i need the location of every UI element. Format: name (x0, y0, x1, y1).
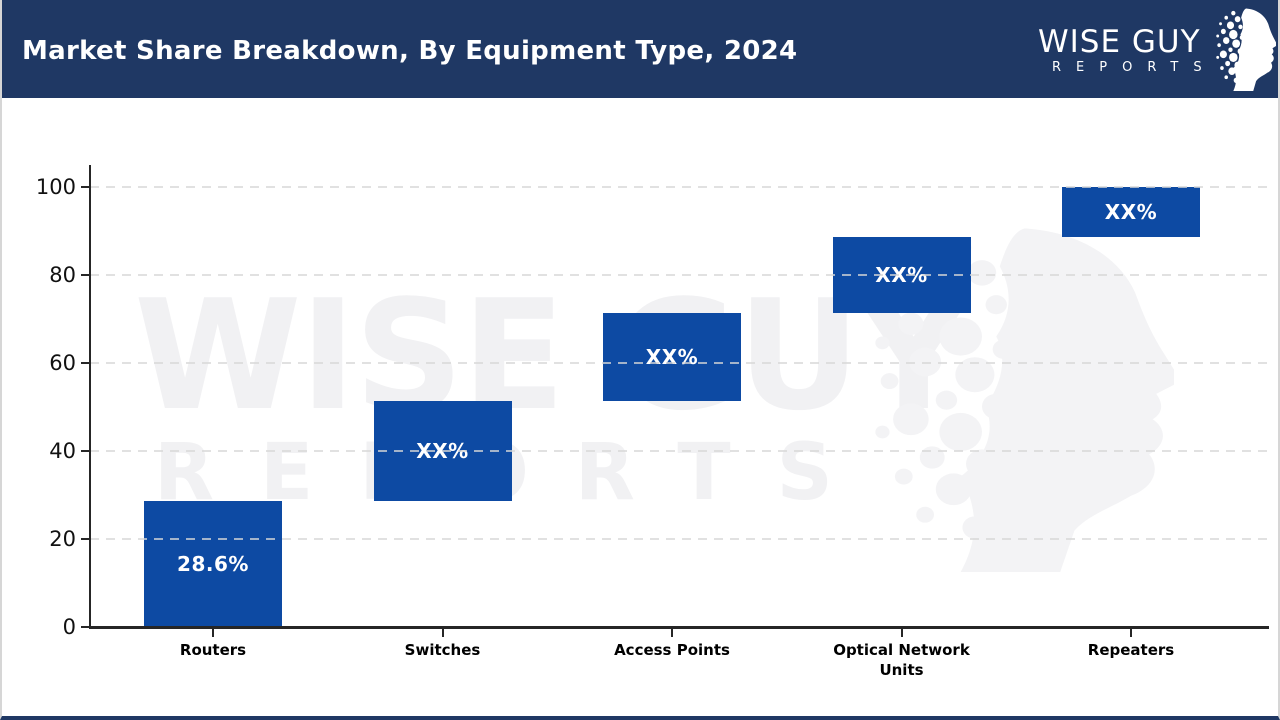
bar-routers: 28.6% (144, 501, 282, 627)
header-band: Market Share Breakdown, By Equipment Typ… (2, 0, 1278, 98)
y-tick-label: 20 (49, 527, 76, 551)
watermark-wordmark: WISE GUY (134, 267, 969, 444)
x-tick-mark (900, 629, 903, 637)
x-tick-mark (212, 629, 214, 637)
gridline-60 (90, 362, 1267, 364)
x-axis-label-optical-network-units: Optical Network Units (833, 641, 970, 680)
bar-value-label: XX% (1104, 200, 1158, 225)
x-axis-label-repeaters: Repeaters (1087, 641, 1175, 659)
y-tick-mark (81, 538, 90, 540)
x-axis-label-access-points: Access Points (614, 641, 730, 659)
y-tick-mark (81, 274, 90, 276)
wiseguy-logo: WISE GUY REPORTS (1030, 0, 1278, 98)
wiseguy-head-icon (1216, 8, 1276, 91)
logo-wordmark: WISE GUY (1038, 24, 1201, 60)
gridline-40 (90, 450, 1267, 452)
y-tick-label: 0 (62, 615, 76, 639)
y-tick-mark (81, 186, 90, 188)
bar-access-points: XX% (603, 312, 741, 401)
x-tick-mark (1130, 629, 1132, 637)
page-title: Market Share Breakdown, By Equipment Typ… (22, 36, 798, 66)
watermark-head-icon (875, 228, 1174, 572)
y-tick-label: 100 (35, 175, 76, 199)
y-tick-mark (81, 362, 90, 364)
gridline-20 (90, 538, 1267, 540)
y-axis-line (89, 165, 91, 629)
y-tick-label: 80 (49, 263, 76, 287)
bar-repeaters: XX% (1062, 187, 1200, 238)
chart-area: WISE GUY REPORTS 28.6% XX% XX% XX% XX% 0 2 (2, 98, 1278, 716)
x-axis-label-switches: Switches (404, 641, 481, 659)
x-axis-label-routers: Routers (179, 641, 247, 659)
logo-subtitle: REPORTS (1052, 60, 1217, 75)
gridline-80 (90, 274, 1267, 276)
x-axis-line (89, 626, 1269, 629)
y-tick-label: 40 (49, 439, 76, 463)
y-tick-mark (81, 450, 90, 452)
x-tick-mark (441, 629, 444, 637)
x-tick-mark (671, 629, 673, 637)
y-tick-label: 60 (49, 351, 76, 375)
y-tick-mark (81, 626, 90, 628)
bar-value-label: 28.6% (177, 552, 249, 577)
bar-value-label: XX% (645, 344, 699, 369)
gridline-100 (90, 186, 1267, 188)
